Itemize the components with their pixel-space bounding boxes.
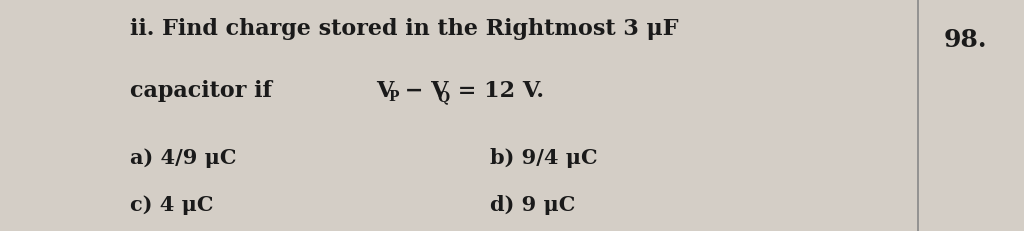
Text: P: P bbox=[388, 90, 398, 103]
Text: b) 9/4 μC: b) 9/4 μC bbox=[490, 147, 598, 167]
Text: = 12 V.: = 12 V. bbox=[450, 80, 544, 102]
Text: 98.: 98. bbox=[943, 28, 987, 52]
Text: a) 4/9 μC: a) 4/9 μC bbox=[130, 147, 237, 167]
Text: V: V bbox=[376, 80, 393, 102]
Text: Q: Q bbox=[437, 90, 450, 103]
Text: ii. Find charge stored in the Rightmost 3 μF: ii. Find charge stored in the Rightmost … bbox=[130, 18, 679, 40]
Text: capacitor if: capacitor if bbox=[130, 80, 280, 102]
Text: c) 4 μC: c) 4 μC bbox=[130, 194, 213, 214]
Text: d) 9 μC: d) 9 μC bbox=[490, 194, 575, 214]
Text: − V: − V bbox=[397, 80, 449, 102]
